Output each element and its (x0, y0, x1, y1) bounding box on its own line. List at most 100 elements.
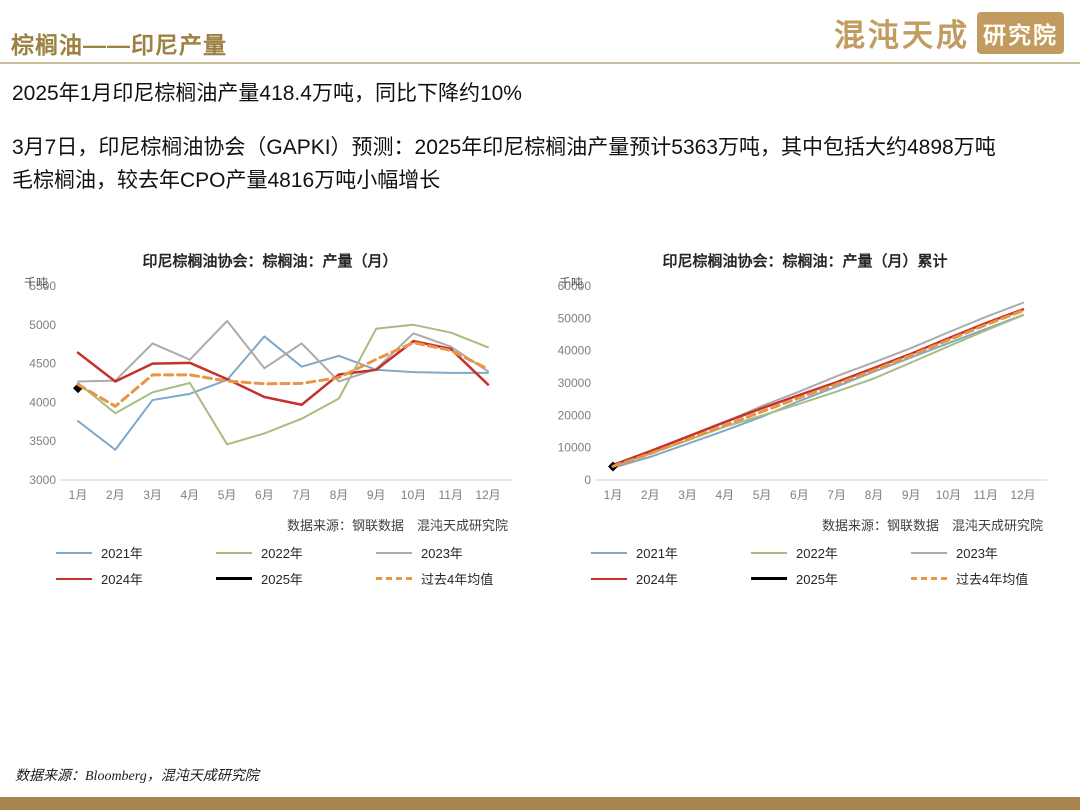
y-axis-tick: 5500 (29, 279, 56, 293)
legend-item: 过去4年均值 (376, 569, 536, 588)
y-axis-tick: 50000 (558, 311, 592, 325)
chart-source-note: 数据来源：钢联数据 混沌天成研究院 (821, 518, 1043, 533)
charts-row: 印尼棕榈油协会：棕榈油：产量（月） 千吨 3000 3500 4000 4500 500… (0, 250, 1080, 588)
company-logo: 混沌天成 研究院 (834, 10, 1064, 55)
legend-item: 过去4年均值 (911, 569, 1071, 588)
y-axis-tick: 3500 (29, 434, 56, 448)
series-line (77, 335, 489, 451)
legend-swatch (911, 551, 947, 554)
legend-swatch (376, 577, 412, 580)
y-axis-tick: 5000 (29, 318, 56, 332)
cumulative-production-chart: 印尼棕榈油协会：棕榈油：产量（月）累计 千吨 0 10000 20000 30000 4… (545, 250, 1065, 588)
series-line (77, 323, 489, 446)
series-line (76, 341, 490, 408)
x-axis-tick: 2月 (641, 488, 660, 502)
series-line (611, 308, 1025, 467)
x-axis-tick: 6月 (790, 488, 809, 502)
legend-label: 2022年 (261, 546, 303, 561)
monthly-production-chart: 印尼棕榈油协会：棕榈油：产量（月） 千吨 3000 3500 4000 4500 500… (10, 250, 530, 588)
legend-swatch (751, 577, 787, 580)
legend-item: 2022年 (216, 543, 376, 562)
legend-item: 2023年 (911, 543, 1071, 562)
x-axis-tick: 8月 (330, 488, 349, 502)
page-title: 棕榈油——印尼产量 (11, 32, 227, 58)
header-divider (0, 62, 1080, 64)
series-line (76, 339, 490, 406)
y-axis-tick: 4000 (29, 395, 56, 409)
x-axis-tick: 2月 (106, 488, 125, 502)
x-axis-tick: 1月 (604, 488, 623, 502)
legend-swatch (591, 551, 627, 554)
x-axis-tick: 3月 (678, 488, 697, 502)
legend-label: 2023年 (421, 546, 463, 561)
legend-label: 2025年 (796, 572, 838, 587)
chart-source-note: 数据来源：钢联数据 混沌天成研究院 (286, 518, 508, 533)
y-axis-tick: 4500 (29, 357, 56, 371)
chart-title: 印尼棕榈油协会：棕榈油：产量（月） (142, 253, 398, 270)
legend-swatch (56, 577, 92, 580)
legend-item: 2024年 (591, 569, 751, 588)
x-axis-tick: 11月 (438, 488, 462, 502)
legend-item: 2021年 (591, 543, 751, 562)
chart-legend: 2021年 2022年 2023年 2024年 2025年 过去4年均值 (591, 543, 1065, 588)
logo-text: 混沌天成 (834, 18, 970, 53)
legend-swatch (376, 551, 412, 554)
x-axis-tick: 11月 (973, 488, 997, 502)
legend-label: 过去4年均值 (421, 572, 494, 587)
legend-swatch (591, 577, 627, 580)
y-axis-tick: 3000 (29, 473, 56, 487)
legend-label: 2025年 (261, 572, 303, 587)
y-axis-tick: 40000 (558, 344, 592, 358)
x-axis-tick: 10月 (936, 488, 961, 502)
legend-swatch (751, 551, 787, 554)
legend-swatch (911, 577, 947, 580)
y-axis-unit-label: 千吨 (559, 276, 584, 290)
x-axis-tick: 5月 (218, 488, 237, 502)
x-axis-tick: 10月 (401, 488, 426, 502)
legend-item: 2024年 (56, 569, 216, 588)
legend-label: 2024年 (101, 572, 143, 587)
y-axis-tick: 60000 (558, 279, 592, 293)
legend-label: 2024年 (636, 572, 678, 587)
series-line (77, 319, 489, 383)
legend-swatch (216, 577, 252, 580)
chart-legend: 2021年 2022年 2023年 2024年 2025年 过去4年均值 (56, 543, 530, 588)
legend-item: 2025年 (216, 569, 376, 588)
legend-swatch (56, 551, 92, 554)
legend-label: 2023年 (956, 546, 998, 561)
summary-paragraph-1: 2025年1月印尼棕榈油产量418.4万吨，同比下降约10% (12, 82, 522, 105)
legend-label: 2022年 (796, 546, 838, 561)
y-axis-tick: 30000 (558, 376, 592, 390)
monthly-chart-plot: 3000 3500 4000 4500 5000 5500 1月 2月 3月 4月 5月 6月 7月 8月… (29, 279, 512, 502)
x-axis-tick: 9月 (902, 488, 921, 502)
legend-swatch (216, 551, 252, 554)
y-axis-tick: 10000 (558, 441, 592, 455)
legend-label: 2021年 (636, 546, 678, 561)
x-axis-tick: 12月 (475, 488, 500, 502)
x-axis-tick: 8月 (865, 488, 884, 502)
legend-item: 2025年 (751, 569, 911, 588)
y-axis-tick: 0 (584, 473, 591, 487)
x-axis-tick: 4月 (180, 488, 199, 502)
legend-label: 2021年 (101, 546, 143, 561)
x-axis-tick: 7月 (292, 488, 311, 502)
series-line (611, 309, 1025, 468)
x-axis-tick: 5月 (753, 488, 772, 502)
x-axis-tick: 1月 (69, 488, 88, 502)
footer-source-note: 数据来源：Bloomberg，混沌天成研究院 (15, 769, 259, 784)
x-axis-tick: 12月 (1010, 488, 1035, 502)
x-axis-tick: 4月 (715, 488, 734, 502)
logo-seal-stamp: 研究院 (977, 11, 1064, 54)
legend-item: 2021年 (56, 543, 216, 562)
series-point-marker (73, 383, 83, 394)
x-axis-tick: 3月 (143, 488, 162, 502)
x-axis-tick: 7月 (827, 488, 846, 502)
legend-item: 2022年 (751, 543, 911, 562)
cumulative-chart-plot: 0 10000 20000 30000 40000 50000 60000 1月 2月 3月 4月 5… (558, 279, 1047, 502)
series-line (612, 313, 1024, 469)
bottom-accent-bar (0, 797, 1080, 810)
legend-label: 过去4年均值 (956, 572, 1029, 587)
x-axis-tick: 6月 (255, 488, 274, 502)
x-axis-tick: 9月 (367, 488, 386, 502)
